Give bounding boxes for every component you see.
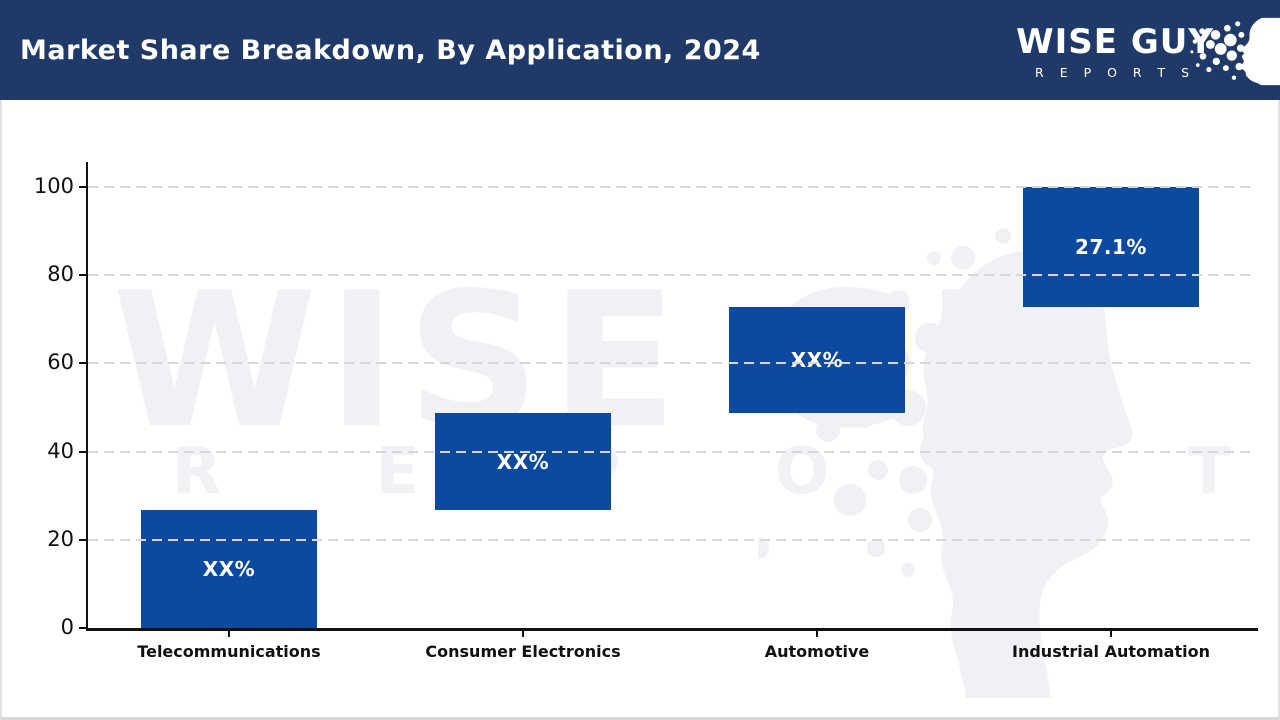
bar-consumer-electronics: XX% [435,413,611,510]
bar-value-label: XX% [496,449,550,474]
x-tick-2 [816,628,818,637]
logo-wordmark: WISE GUY [1016,22,1214,62]
gridline-80 [88,274,1256,277]
gridline-40 [88,450,1256,453]
bar-value-label: 27.1% [1075,234,1147,259]
y-tick-label-60: 60 [47,350,74,375]
bar-value-label: XX% [790,347,844,372]
logo-subtitle: R E P O R T S [1035,65,1196,80]
category-label: Telecommunications [137,642,321,661]
category-label: Consumer Electronics [425,642,621,661]
y-tick-20 [79,538,87,541]
chart-area: WISE GU R E P O R T S 020406080100XX%Tel… [0,100,1280,720]
header-band: Market Share Breakdown, By Application, … [0,0,1280,100]
gridline-100 [88,186,1256,188]
logo-text: WISE GUY R E P O R T S [1016,22,1214,80]
x-tick-3 [1110,628,1112,637]
gridline-20 [88,538,1256,541]
bar-value-label: XX% [202,556,256,581]
y-tick-label-100: 100 [33,174,74,198]
x-axis-line [86,628,1258,631]
y-tick-80 [79,274,87,277]
category-label: Industrial Automation [1012,642,1210,661]
page-title: Market Share Breakdown, By Application, … [20,34,761,66]
bar-industrial-automation: 27.1% [1023,187,1199,307]
wise-guy-reports-logo: WISE GUY R E P O R T S [1010,0,1280,100]
bar-telecommunications: XX% [141,509,317,628]
y-tick-label-20: 20 [47,526,74,551]
category-label: Automotive [764,642,870,661]
y-tick-100 [79,186,87,188]
y-tick-label-0: 0 [60,615,74,639]
logo-head-icon [1190,17,1280,86]
bar-automotive: XX% [729,306,905,414]
y-axis-line [86,162,88,630]
y-tick-60 [79,362,87,365]
y-tick-label-80: 80 [47,262,74,287]
x-tick-1 [522,628,524,637]
gridline-60 [88,362,1256,365]
y-tick-40 [79,450,87,453]
y-tick-0 [79,627,87,629]
x-tick-0 [228,628,230,637]
y-tick-label-40: 40 [47,438,74,463]
